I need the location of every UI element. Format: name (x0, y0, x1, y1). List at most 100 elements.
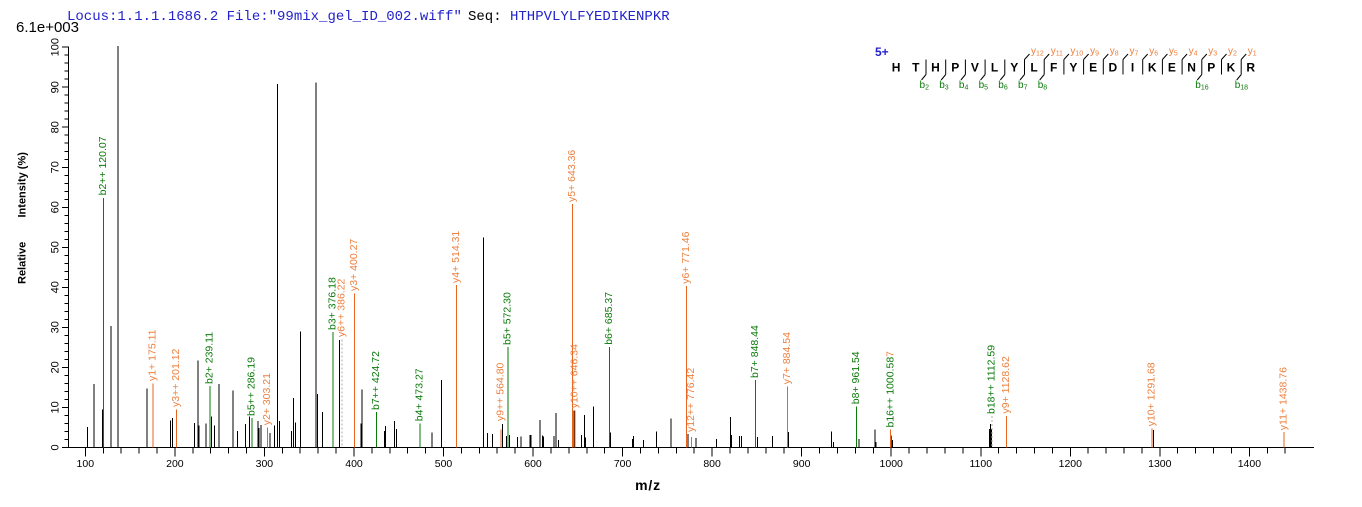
svg-text:600: 600 (524, 458, 542, 470)
svg-text:y7: y7 (1130, 46, 1139, 58)
svg-text:K: K (1227, 61, 1236, 75)
svg-text:700: 700 (614, 458, 632, 470)
svg-text:b4: b4 (959, 80, 969, 92)
svg-text:b2+ 239.11: b2+ 239.11 (204, 332, 216, 384)
svg-text:b8: b8 (1038, 80, 1048, 92)
svg-text:E: E (1089, 61, 1097, 75)
svg-text:P: P (1207, 61, 1215, 75)
svg-text:b6: b6 (998, 80, 1008, 92)
svg-text:b2: b2 (920, 80, 930, 92)
svg-text:30: 30 (50, 321, 62, 333)
svg-text:F: F (1050, 61, 1057, 75)
svg-text:H: H (931, 61, 940, 75)
svg-text:400: 400 (345, 458, 363, 470)
svg-text:y12: y12 (1031, 46, 1044, 58)
svg-text:y2+ 303.21: y2+ 303.21 (261, 373, 273, 425)
svg-text:b3+ 376.18: b3+ 376.18 (327, 277, 339, 330)
svg-text:y1+ 175.11: y1+ 175.11 (147, 329, 159, 381)
svg-text:Locus:1.1.1.1686.2 File:"99mix: Locus:1.1.1.1686.2 File:"99mix_gel_ID_00… (67, 9, 462, 25)
svg-text:Y: Y (1069, 61, 1077, 75)
svg-text:y11: y11 (1051, 46, 1063, 58)
svg-text:y4: y4 (1189, 46, 1198, 58)
svg-text:y3: y3 (1208, 46, 1217, 58)
svg-text:y1: y1 (1248, 46, 1257, 58)
svg-text:y7+ 884.54: y7+ 884.54 (781, 332, 793, 384)
svg-text:N: N (1187, 61, 1196, 75)
svg-text:900: 900 (793, 458, 811, 470)
svg-text:b18++ 1112.59: b18++ 1112.59 (985, 345, 997, 414)
svg-text:y11+ 1438.76: y11+ 1438.76 (1277, 367, 1289, 430)
svg-text:L: L (991, 61, 998, 75)
svg-text:b7: b7 (1018, 80, 1028, 92)
svg-text:b18: b18 (1235, 80, 1248, 92)
svg-text:100: 100 (77, 458, 95, 470)
svg-text:R: R (1246, 61, 1255, 75)
svg-text:Relative: Relative (17, 242, 29, 284)
svg-text:y9: y9 (1090, 46, 1099, 58)
svg-text:b8+ 961.54: b8+ 961.54 (850, 351, 862, 404)
svg-text:y3++ 201.12: y3++ 201.12 (170, 348, 182, 407)
svg-text:b7+ 848.44: b7+ 848.44 (749, 325, 761, 378)
svg-text:5+: 5+ (875, 45, 889, 59)
svg-text:y2: y2 (1228, 46, 1237, 58)
svg-text:y6: y6 (1149, 46, 1158, 58)
svg-text:D: D (1108, 61, 1117, 75)
svg-text:b16: b16 (1195, 80, 1208, 92)
svg-text:60: 60 (50, 201, 62, 213)
svg-text:y10++ 646.34: y10++ 646.34 (568, 344, 580, 408)
svg-text:P: P (951, 61, 959, 75)
svg-text:40: 40 (50, 281, 62, 293)
svg-text:y5: y5 (1169, 46, 1178, 58)
svg-text:50: 50 (50, 241, 62, 253)
svg-text:7: 7 (884, 351, 896, 357)
svg-text:I: I (1131, 61, 1134, 75)
svg-text:20: 20 (50, 361, 62, 373)
svg-text:200: 200 (166, 458, 184, 470)
svg-text:1400: 1400 (1238, 458, 1262, 470)
svg-text:L: L (1030, 61, 1037, 75)
svg-text:b4+ 473.27: b4+ 473.27 (413, 368, 425, 421)
svg-text:500: 500 (435, 458, 453, 470)
svg-text:H: H (892, 61, 901, 75)
svg-text:m/z: m/z (635, 477, 661, 493)
svg-text:y8: y8 (1110, 46, 1119, 58)
svg-text:y10: y10 (1070, 46, 1083, 58)
svg-text:300: 300 (256, 458, 274, 470)
svg-text:y6+ 771.46: y6+ 771.46 (680, 231, 692, 283)
svg-text:V: V (971, 61, 979, 75)
svg-text:b7++ 424.72: b7++ 424.72 (370, 351, 382, 410)
svg-text:y6++ 386.22: y6++ 386.22 (335, 278, 347, 337)
svg-text:y9++ 564.80: y9++ 564.80 (495, 362, 507, 421)
svg-text:y9+ 1128.62: y9+ 1128.62 (1000, 356, 1012, 413)
svg-text:1200: 1200 (1059, 458, 1083, 470)
svg-text:1000: 1000 (880, 458, 904, 470)
svg-text:y12++ 776.42: y12++ 776.42 (685, 368, 697, 432)
svg-text:800: 800 (703, 458, 721, 470)
svg-text:Seq:: Seq: (468, 9, 502, 25)
svg-text:HTHPVLYLFYEDIKENPKR: HTHPVLYLFYEDIKENPKR (510, 9, 670, 25)
svg-text:y5+ 643.36: y5+ 643.36 (566, 150, 578, 202)
svg-text:K: K (1148, 61, 1157, 75)
svg-text:Y: Y (1010, 61, 1018, 75)
svg-text:T: T (912, 61, 920, 75)
svg-text:y10+ 1291.68: y10+ 1291.68 (1146, 362, 1158, 426)
svg-text:Intensity (%): Intensity (%) (17, 152, 29, 218)
svg-text:0: 0 (50, 444, 62, 450)
svg-text:70: 70 (50, 161, 62, 173)
svg-text:80: 80 (50, 121, 62, 133)
svg-text:b3: b3 (939, 80, 949, 92)
svg-text:1300: 1300 (1148, 458, 1172, 470)
svg-text:b5: b5 (979, 80, 989, 92)
svg-text:90: 90 (50, 81, 62, 93)
svg-text:10: 10 (50, 401, 62, 413)
svg-text:y3+ 400.27: y3+ 400.27 (348, 239, 360, 291)
svg-text:b5+ 572.30: b5+ 572.30 (502, 292, 514, 345)
svg-text:b2++ 120.07: b2++ 120.07 (97, 136, 109, 195)
svg-text:b6+ 685.37: b6+ 685.37 (603, 292, 615, 345)
svg-text:b5++ 286.19: b5++ 286.19 (246, 357, 258, 416)
svg-text:100: 100 (50, 38, 62, 56)
svg-text:y4+ 514.31: y4+ 514.31 (450, 231, 462, 283)
svg-text:6.1e+003: 6.1e+003 (16, 19, 79, 36)
svg-text:E: E (1168, 61, 1176, 75)
svg-text:1100: 1100 (970, 458, 993, 470)
